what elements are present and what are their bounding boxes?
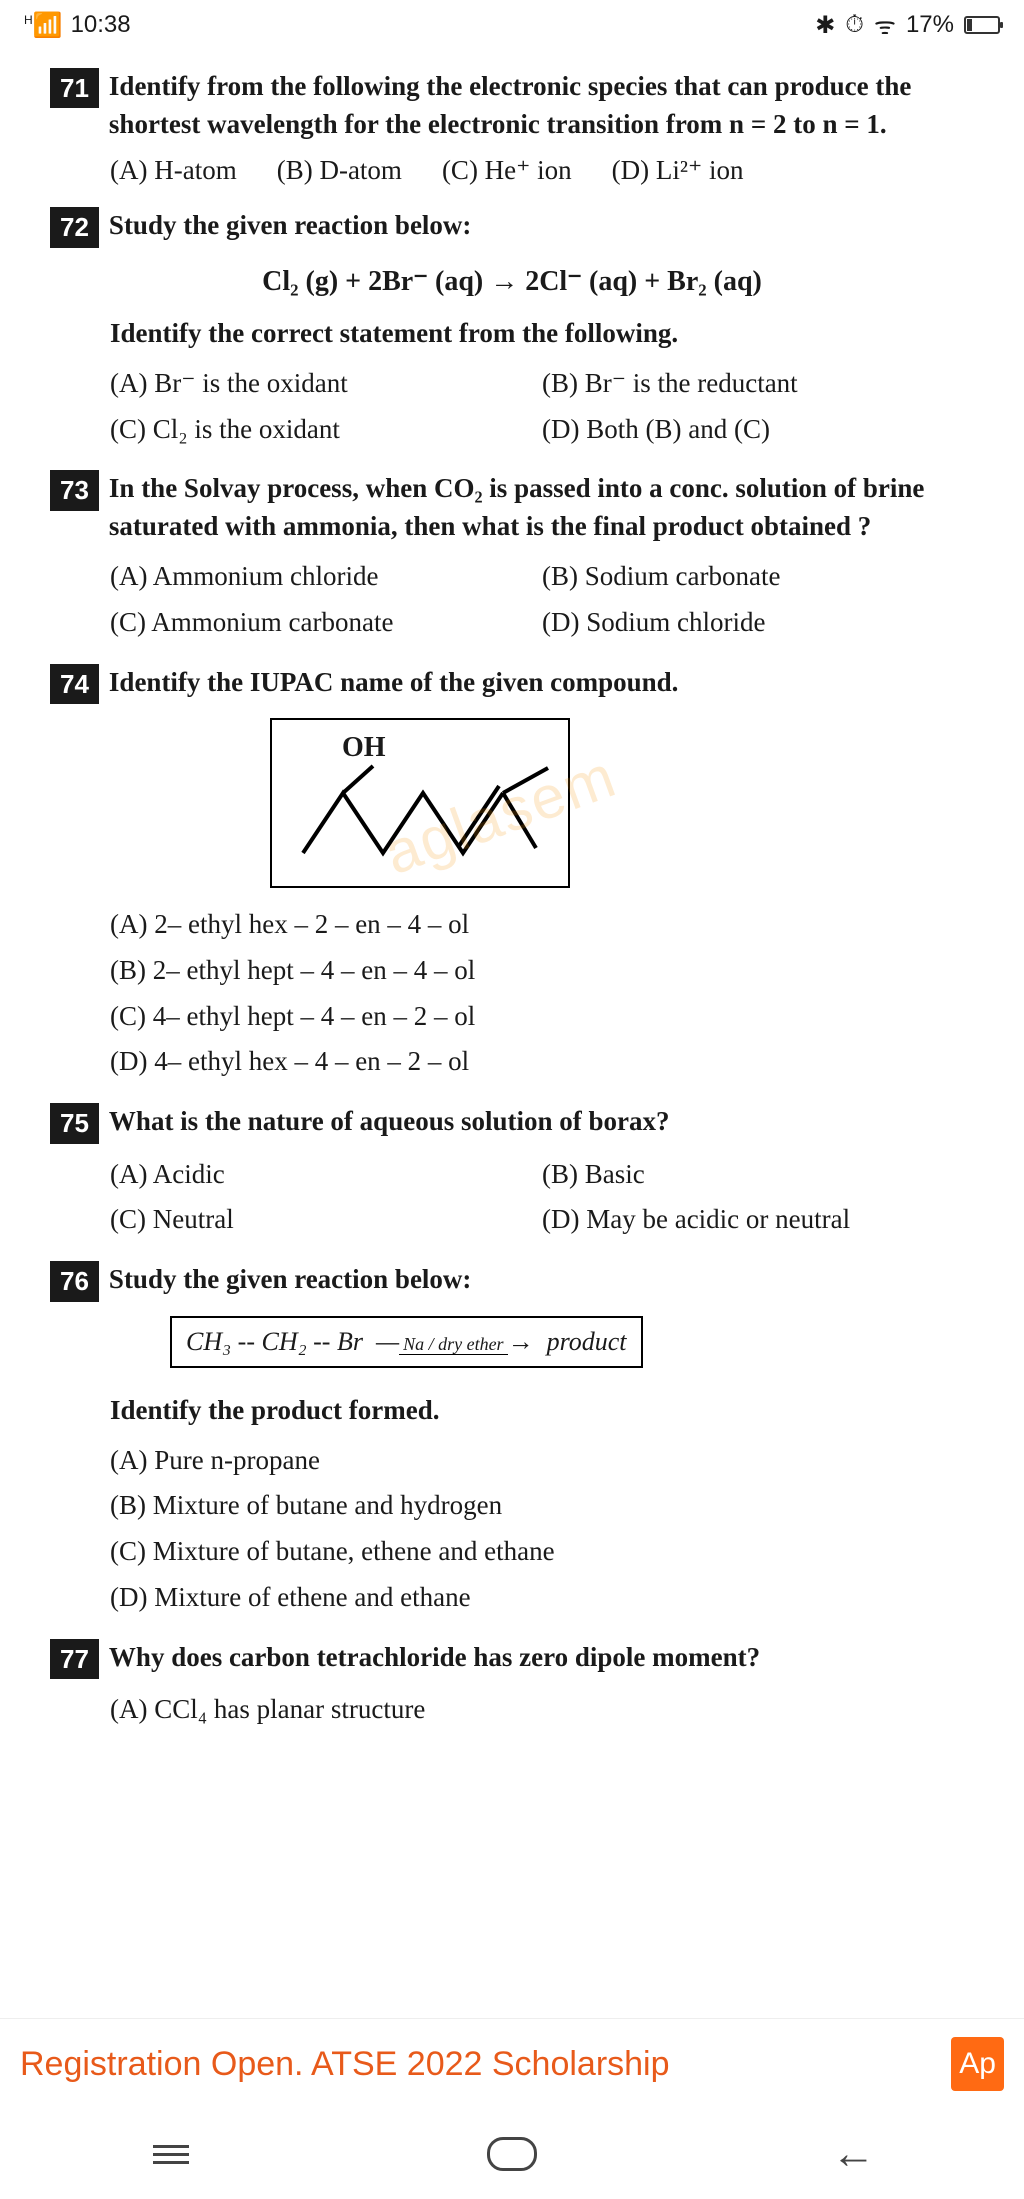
recent-apps-button[interactable] [141, 2134, 201, 2174]
options-2col: (A) Acidic (B) Basic (C) Neutral (D) May… [50, 1152, 974, 1244]
option-a: (A) Br⁻ is the oxidant [110, 361, 542, 407]
reaction-row: CH₃ -- CH₂ -- Br —Na / dry ether→ produc… [50, 1302, 974, 1382]
home-icon [487, 2137, 537, 2171]
question-text: What is the nature of aqueous solution o… [109, 1103, 974, 1141]
question-text: Study the given reaction below: [109, 207, 974, 245]
back-icon: ← [831, 2129, 875, 2179]
banner-text: Registration Open. ATSE 2022 Scholarship [20, 2045, 670, 2084]
question-subtitle: Identify the correct statement from the … [50, 315, 974, 353]
question-74: 74 Identify the IUPAC name of the given … [50, 664, 974, 704]
molecule-svg [288, 728, 558, 878]
qnum-badge: 75 [50, 1103, 99, 1143]
question-76: 76 Study the given reaction below: [50, 1261, 974, 1301]
option-a: (A) Ammonium chloride [110, 554, 542, 600]
option-c: (C) Neutral [110, 1197, 542, 1243]
options-list: (A) Pure n-propane (B) Mixture of butane… [50, 1438, 974, 1621]
home-button[interactable] [482, 2134, 542, 2174]
chem-structure: OH [270, 718, 570, 888]
reaction-box: CH₃ -- CH₂ -- Br —Na / dry ether→ produc… [170, 1316, 643, 1368]
android-navbar: ← [0, 2109, 1024, 2199]
scholarship-banner[interactable]: Registration Open. ATSE 2022 Scholarship… [0, 2018, 1024, 2109]
bluetooth-icon: ✱ [815, 11, 835, 40]
battery-icon [964, 16, 1000, 34]
option-a: (A) H-atom [110, 152, 237, 190]
hamburger-icon [153, 2140, 189, 2169]
oh-label: OH [342, 728, 386, 767]
question-72: 72 Study the given reaction below: [50, 207, 974, 247]
option-b: (B) Mixture of butane and hydrogen [110, 1483, 974, 1529]
question-text: Study the given reaction below: [109, 1261, 974, 1299]
option-b: (B) Br⁻ is the reductant [542, 361, 974, 407]
option-c: (C) Cl₂ is the oxidant [110, 407, 542, 453]
page-content: 71 Identify from the following the elect… [0, 68, 1024, 1733]
option-d: (D) Mixture of ethene and ethane [110, 1575, 974, 1621]
signal-icon: H📶 [24, 11, 63, 40]
option-a: (A) Pure n-propane [110, 1438, 974, 1484]
options-list: (A) CCl₄ has planar structure [50, 1687, 974, 1733]
status-left: H📶 10:38 [24, 11, 131, 40]
reaction-condition: Na / dry ether [399, 1334, 508, 1355]
option-b: (B) 2– ethyl hept – 4 – en – 4 – ol [110, 948, 974, 994]
question-text: Identify from the following the electron… [109, 68, 974, 144]
qnum-badge: 73 [50, 470, 99, 510]
question-73: 73 In the Solvay process, when CO₂ is pa… [50, 470, 974, 546]
alarm-icon: ⏱ [845, 11, 864, 39]
question-text: In the Solvay process, when CO₂ is passe… [109, 470, 974, 546]
qnum-badge: 77 [50, 1639, 99, 1679]
options-row: (A) H-atom (B) D-atom (C) He⁺ ion (D) Li… [50, 152, 974, 190]
question-text: Identify the IUPAC name of the given com… [109, 664, 974, 702]
options-2col: (A) Ammonium chloride (B) Sodium carbona… [50, 554, 974, 646]
option-d: (D) Sodium chloride [542, 600, 974, 646]
reaction-right: product [547, 1327, 627, 1356]
battery-pct: 17% [906, 11, 954, 39]
option-a: (A) Acidic [110, 1152, 542, 1198]
option-c: (C) 4– ethyl hept – 4 – en – 2 – ol [110, 994, 974, 1040]
question-subtitle: Identify the product formed. [50, 1392, 974, 1430]
qnum-badge: 74 [50, 664, 99, 704]
option-c: (C) Mixture of butane, ethene and ethane [110, 1529, 974, 1575]
option-a: (A) 2– ethyl hex – 2 – en – 4 – ol [110, 902, 974, 948]
option-c: (C) He⁺ ion [442, 152, 572, 190]
options-2col: (A) Br⁻ is the oxidant (B) Br⁻ is the re… [50, 361, 974, 453]
option-c: (C) Ammonium carbonate [110, 600, 542, 646]
wifi-icon: ᯤ [874, 9, 896, 42]
apply-button[interactable]: Ap [951, 2037, 1004, 2091]
option-d: (D) Li²⁺ ion [612, 152, 744, 190]
status-bar: H📶 10:38 ✱ ⏱ ᯤ 17% [0, 0, 1024, 50]
question-text: Why does carbon tetrachloride has zero d… [109, 1639, 974, 1677]
question-71: 71 Identify from the following the elect… [50, 68, 974, 144]
question-75: 75 What is the nature of aqueous solutio… [50, 1103, 974, 1143]
option-b: (B) Basic [542, 1152, 974, 1198]
option-b: (B) Sodium carbonate [542, 554, 974, 600]
option-d: (D) 4– ethyl hex – 4 – en – 2 – ol [110, 1039, 974, 1085]
options-list: (A) 2– ethyl hex – 2 – en – 4 – ol (B) 2… [50, 902, 974, 1085]
qnum-badge: 72 [50, 207, 99, 247]
status-time: 10:38 [71, 11, 131, 39]
option-d: (D) May be acidic or neutral [542, 1197, 974, 1243]
qnum-badge: 76 [50, 1261, 99, 1301]
option-d: (D) Both (B) and (C) [542, 407, 974, 453]
back-button[interactable]: ← [823, 2134, 883, 2174]
status-right: ✱ ⏱ ᯤ 17% [815, 9, 1000, 42]
option-b: (B) D-atom [277, 152, 402, 190]
reaction-left: CH₃ -- CH₂ -- Br [186, 1327, 363, 1356]
question-77: 77 Why does carbon tetrachloride has zer… [50, 1639, 974, 1679]
qnum-badge: 71 [50, 68, 99, 108]
equation: Cl₂ (g) + 2Br⁻ (aq) → 2Cl⁻ (aq) + Br₂ (a… [50, 262, 974, 301]
option-a: (A) CCl₄ has planar structure [110, 1687, 974, 1733]
